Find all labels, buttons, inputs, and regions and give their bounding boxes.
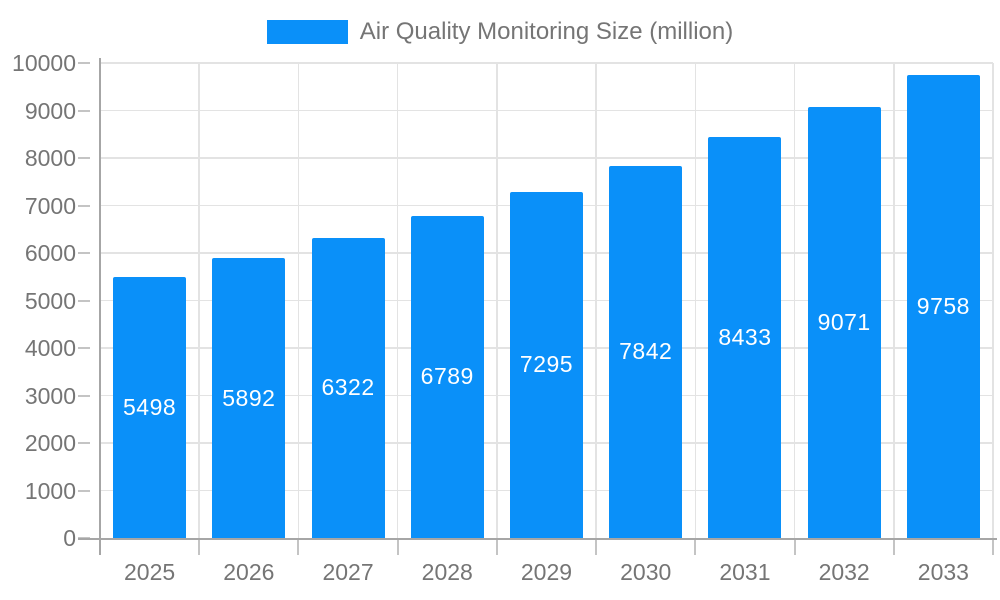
bar-value-label: 7842	[619, 338, 673, 365]
legend-swatch-icon	[266, 20, 348, 44]
bar-value-label: 9758	[916, 292, 970, 319]
x-tick	[694, 540, 697, 555]
y-tick	[78, 442, 90, 444]
bar-2032[interactable]: 9071	[807, 107, 881, 538]
bar-value-label: 6789	[420, 363, 474, 390]
gridline-vertical	[396, 63, 399, 538]
x-tick-label: 2032	[818, 559, 870, 585]
gridline-horizontal	[100, 109, 993, 112]
bar-2030[interactable]: 7842	[609, 165, 683, 538]
x-tick	[396, 540, 399, 555]
gridline-vertical	[198, 63, 200, 538]
bar-2031[interactable]: 8433	[708, 137, 782, 538]
y-tick	[78, 299, 90, 302]
y-tick-label: 5000	[24, 287, 76, 314]
gridline-vertical	[595, 63, 597, 538]
gridline-vertical	[496, 63, 498, 538]
x-tick	[198, 540, 201, 555]
bar-2028[interactable]: 6789	[410, 215, 484, 538]
bar-value-label: 5498	[123, 393, 177, 420]
y-tick-label: 0	[63, 525, 76, 551]
x-tick-label: 2031	[719, 559, 771, 585]
y-tick-label: 3000	[24, 382, 76, 409]
y-tick	[78, 347, 90, 349]
x-tick-label: 2025	[124, 559, 176, 585]
x-tick	[793, 540, 796, 555]
y-tick-label: 9000	[24, 97, 76, 124]
x-tick-label: 2028	[421, 559, 473, 585]
plot-area: 5498 5892 6322 6789 7295 7842 8433 9071 9758	[100, 62, 994, 538]
bar-2033[interactable]: 9758	[906, 74, 980, 538]
gridline-horizontal	[100, 62, 993, 64]
x-tick	[495, 540, 498, 555]
gridline-vertical	[992, 63, 994, 538]
y-tick	[78, 394, 90, 397]
y-tick-label: 2000	[24, 430, 76, 456]
x-tick-label: 2029	[520, 559, 573, 585]
gridline-vertical	[694, 63, 697, 538]
y-tick	[78, 109, 90, 112]
bar-2026[interactable]: 5892	[212, 258, 286, 538]
y-tick-label: 7000	[24, 192, 76, 219]
x-tick	[992, 540, 994, 555]
x-tick-label: 2027	[322, 559, 374, 585]
y-tick	[78, 489, 90, 492]
y-tick-label: 8000	[24, 145, 76, 171]
x-tick-label: 2030	[620, 559, 672, 585]
bar-value-label: 9071	[817, 309, 871, 336]
bar-2027[interactable]: 6322	[311, 237, 385, 538]
y-axis-line	[99, 58, 101, 555]
y-tick-label: 6000	[24, 240, 76, 266]
gridline-vertical	[297, 63, 300, 538]
y-tick-label: 1000	[24, 477, 76, 504]
y-tick	[78, 62, 90, 64]
bar-value-label: 7295	[519, 351, 574, 378]
bar-2029[interactable]: 7295	[510, 191, 583, 538]
x-tick	[595, 540, 598, 555]
chart-legend[interactable]: Air Quality Monitoring Size (million)	[0, 19, 1000, 45]
bar-2025[interactable]: 5498	[113, 276, 187, 538]
gridline-vertical	[893, 63, 895, 538]
x-tick-label: 2026	[223, 559, 275, 585]
bar-value-label: 5892	[222, 384, 276, 411]
y-tick	[78, 157, 90, 159]
x-tick	[297, 540, 300, 555]
x-tick	[892, 540, 895, 555]
y-tick-label: 4000	[24, 335, 76, 361]
x-tick-label: 2033	[917, 559, 969, 585]
gridline-horizontal	[100, 157, 993, 159]
bar-value-label: 6322	[321, 374, 375, 401]
legend-label: Air Quality Monitoring Size (million)	[359, 18, 734, 45]
x-axis-line	[78, 538, 997, 540]
gridline-vertical	[793, 63, 796, 538]
y-tick	[78, 204, 90, 207]
y-tick	[78, 252, 90, 254]
bar-value-label: 8433	[718, 324, 772, 351]
y-tick-label: 10000	[12, 50, 76, 76]
